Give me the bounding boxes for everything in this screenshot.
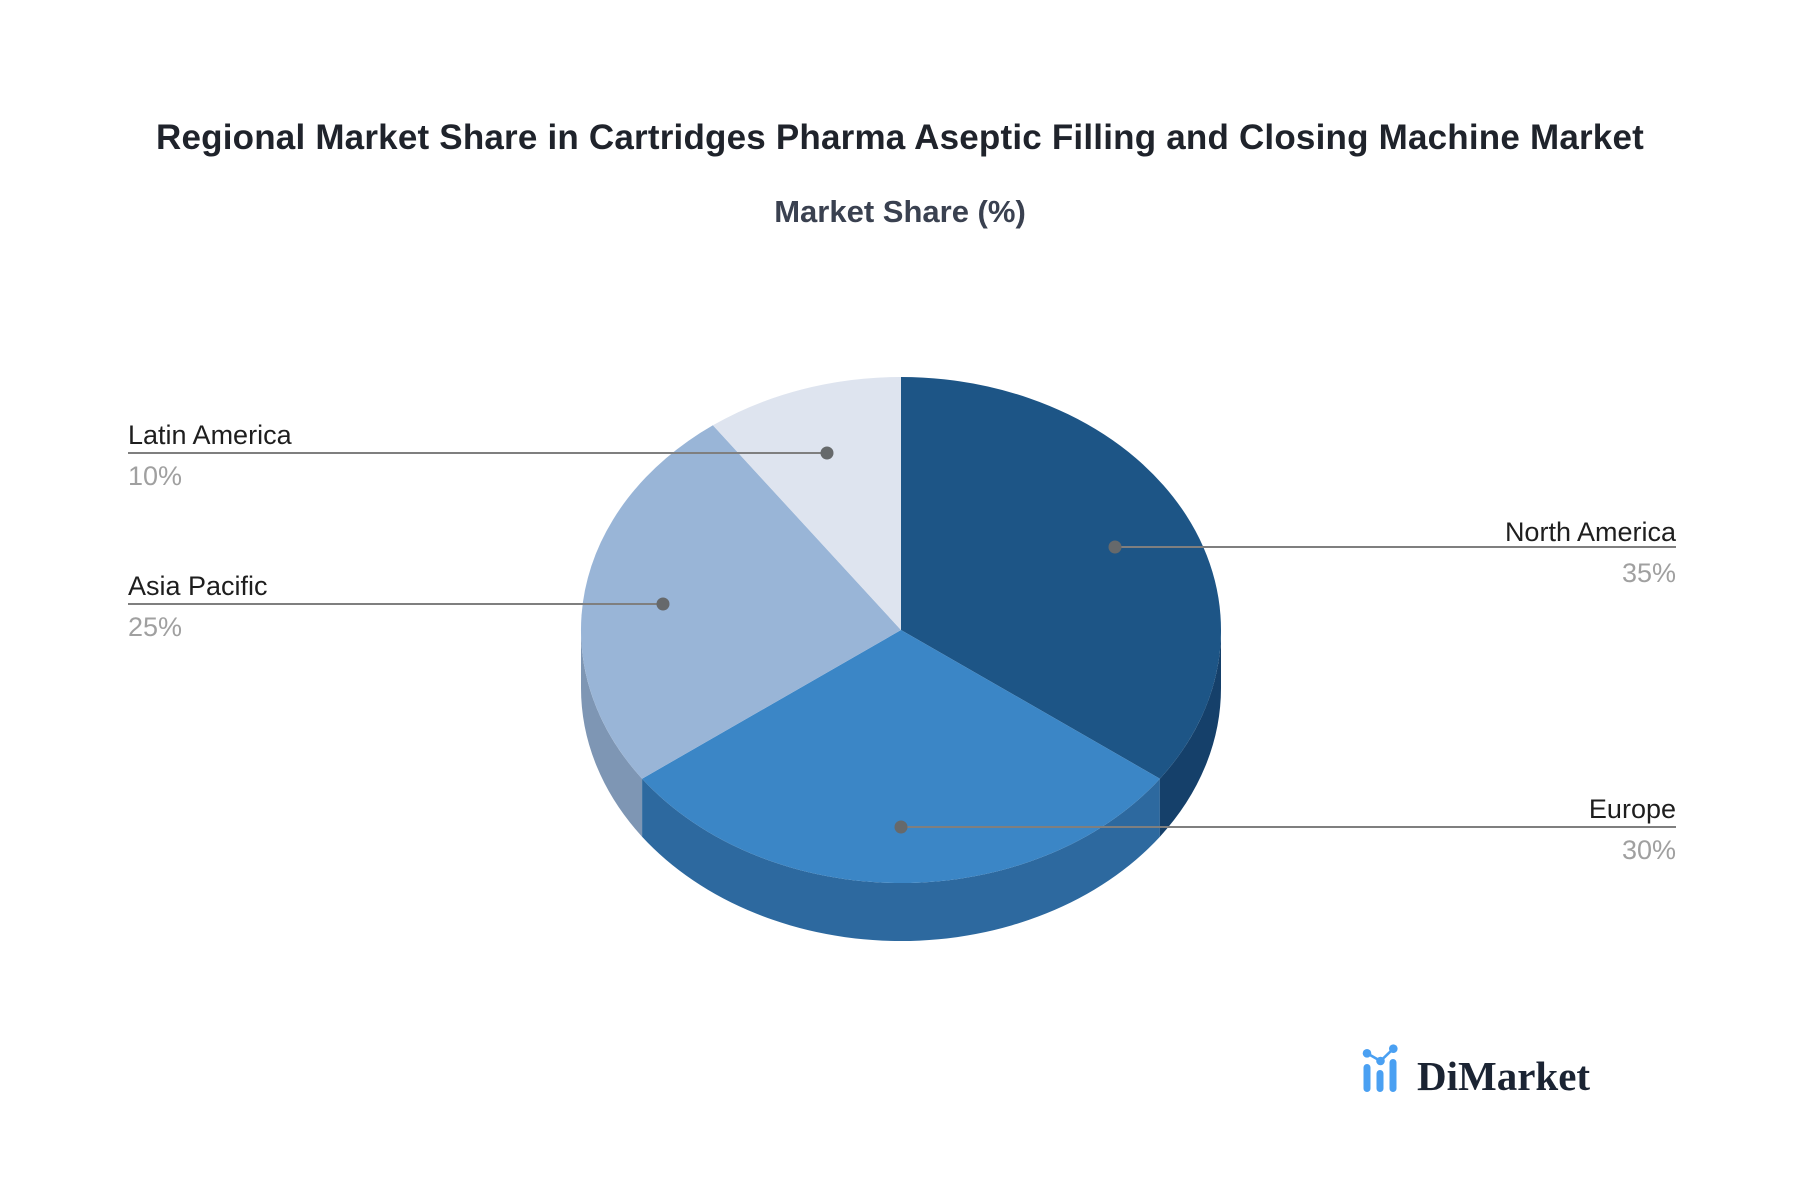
pie-side-north-america: [1159, 630, 1221, 837]
chart-subtitle: Market Share (%): [774, 194, 1026, 229]
callout-label-north-america: North America: [1504, 517, 1676, 547]
pie-slice-asia-pacific[interactable]: [580, 425, 901, 779]
pie-side-europe: [642, 778, 1160, 942]
leader-dot-latin-america: [820, 446, 834, 460]
callout-value-europe: 30%: [1621, 835, 1676, 865]
callout-value-latin-america: 10%: [128, 461, 183, 491]
callout-value-asia-pacific: 25%: [128, 612, 183, 642]
leader-dot-asia-pacific: [656, 597, 670, 611]
pie-slice-europe[interactable]: [642, 630, 1160, 884]
dimarket-logo: DiMarket: [1356, 1044, 1591, 1100]
callout-label-europe: Europe: [1588, 794, 1676, 824]
dimarket-wordmark: DiMarket: [1417, 1053, 1591, 1100]
callout-label-asia-pacific: Asia Pacific: [128, 571, 268, 601]
pie-slice-latin-america[interactable]: [712, 377, 901, 630]
bar-line-chart-icon: [1362, 1044, 1398, 1092]
leader-dot-north-america: [1108, 540, 1122, 554]
pie-side-asia-pacific: [581, 630, 643, 837]
pie-slice-north-america[interactable]: [901, 377, 1222, 779]
callout-label-latin-america: Latin America: [128, 420, 292, 450]
callout-value-north-america: 35%: [1621, 558, 1676, 588]
leader-dot-europe: [894, 820, 908, 834]
chart-title: Regional Market Share in Cartridges Phar…: [156, 118, 1644, 157]
